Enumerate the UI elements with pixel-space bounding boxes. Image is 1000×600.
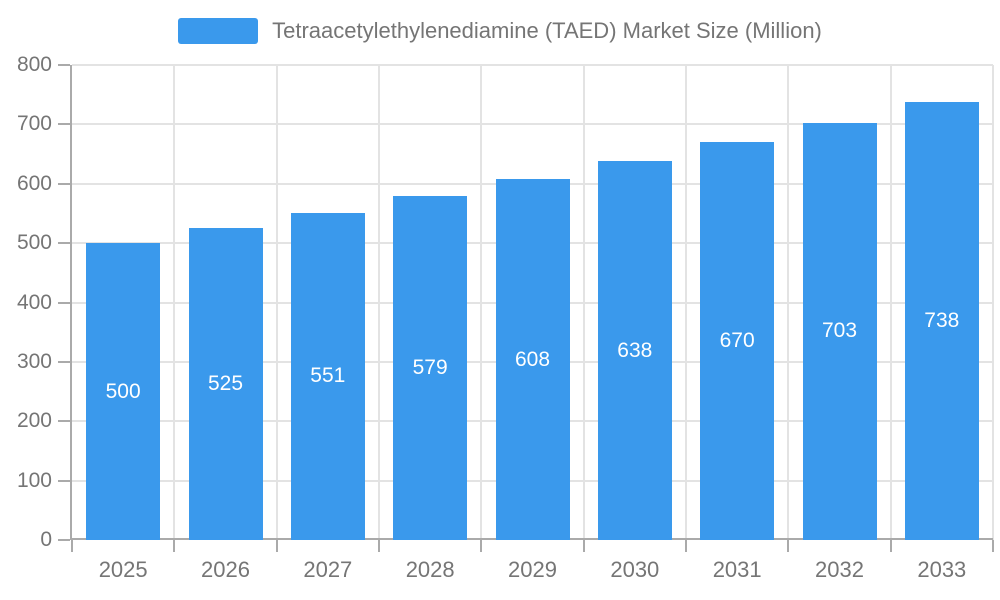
x-axis-tick xyxy=(582,540,585,552)
x-axis-tick xyxy=(992,540,994,552)
x-axis-tick xyxy=(787,540,790,552)
y-axis-tick xyxy=(58,479,70,482)
x-axis-tick xyxy=(378,540,380,552)
bar[interactable] xyxy=(393,196,468,540)
x-axis-label: 2028 xyxy=(405,557,455,582)
x-axis-label: 2030 xyxy=(610,557,660,582)
y-gridline xyxy=(72,123,993,126)
bar[interactable] xyxy=(904,101,979,540)
x-axis-label: 2032 xyxy=(815,557,864,582)
x-gridline xyxy=(889,65,892,540)
x-axis-tick xyxy=(685,540,687,552)
y-axis-tick xyxy=(58,420,70,423)
legend-item[interactable]: Tetraacetylethylenediamine (TAED) Market… xyxy=(0,18,1000,44)
y-axis-line xyxy=(70,65,72,540)
x-gridline xyxy=(378,65,380,540)
x-axis-tick xyxy=(173,540,176,552)
x-axis-tick xyxy=(889,540,892,552)
y-axis-tick xyxy=(58,182,70,185)
x-gridline xyxy=(992,65,994,540)
y-axis-tick xyxy=(58,539,70,541)
x-gridline xyxy=(787,65,790,540)
y-gridline xyxy=(72,64,993,66)
y-axis-label: 0 xyxy=(40,528,52,551)
bar[interactable] xyxy=(86,243,161,540)
y-axis-tick xyxy=(58,242,70,245)
x-gridline xyxy=(173,65,176,540)
bar[interactable] xyxy=(802,122,877,540)
y-axis-label: 700 xyxy=(16,112,52,136)
x-axis-tick xyxy=(275,540,278,552)
x-axis-label: 2026 xyxy=(201,557,250,582)
bar[interactable] xyxy=(495,179,570,540)
y-axis-label: 400 xyxy=(16,290,52,314)
y-axis-label: 500 xyxy=(16,231,52,255)
x-axis-tick xyxy=(71,540,73,552)
x-gridline xyxy=(582,65,585,540)
y-axis-label: 200 xyxy=(16,409,52,433)
bar[interactable] xyxy=(290,212,365,540)
legend-swatch-icon xyxy=(178,18,259,44)
x-axis-tick xyxy=(480,540,483,552)
y-axis-label: 100 xyxy=(16,468,52,492)
x-gridline xyxy=(275,65,278,540)
y-axis-tick xyxy=(58,123,70,126)
x-axis-label: 2033 xyxy=(917,557,967,582)
x-axis-label: 2027 xyxy=(303,557,353,582)
y-axis-label: 800 xyxy=(16,53,52,76)
bar[interactable] xyxy=(188,228,263,540)
legend-label: Tetraacetylethylenediamine (TAED) Market… xyxy=(272,18,822,43)
bar[interactable] xyxy=(700,142,775,540)
plot-area: 0 100 200 300 400 500 600 700 800 500 2025 525 2026 5… xyxy=(17,53,994,582)
x-gridline xyxy=(480,65,483,540)
y-axis-tick xyxy=(58,64,70,66)
y-axis-label: 300 xyxy=(16,349,52,373)
y-axis-tick xyxy=(58,301,70,304)
x-gridline xyxy=(685,65,687,540)
x-axis-label: 2025 xyxy=(98,557,148,582)
y-axis-label: 600 xyxy=(16,171,52,195)
y-axis-tick xyxy=(58,360,70,363)
x-axis-label: 2029 xyxy=(508,557,557,582)
bar[interactable] xyxy=(597,161,672,540)
x-axis-label: 2031 xyxy=(712,557,762,582)
